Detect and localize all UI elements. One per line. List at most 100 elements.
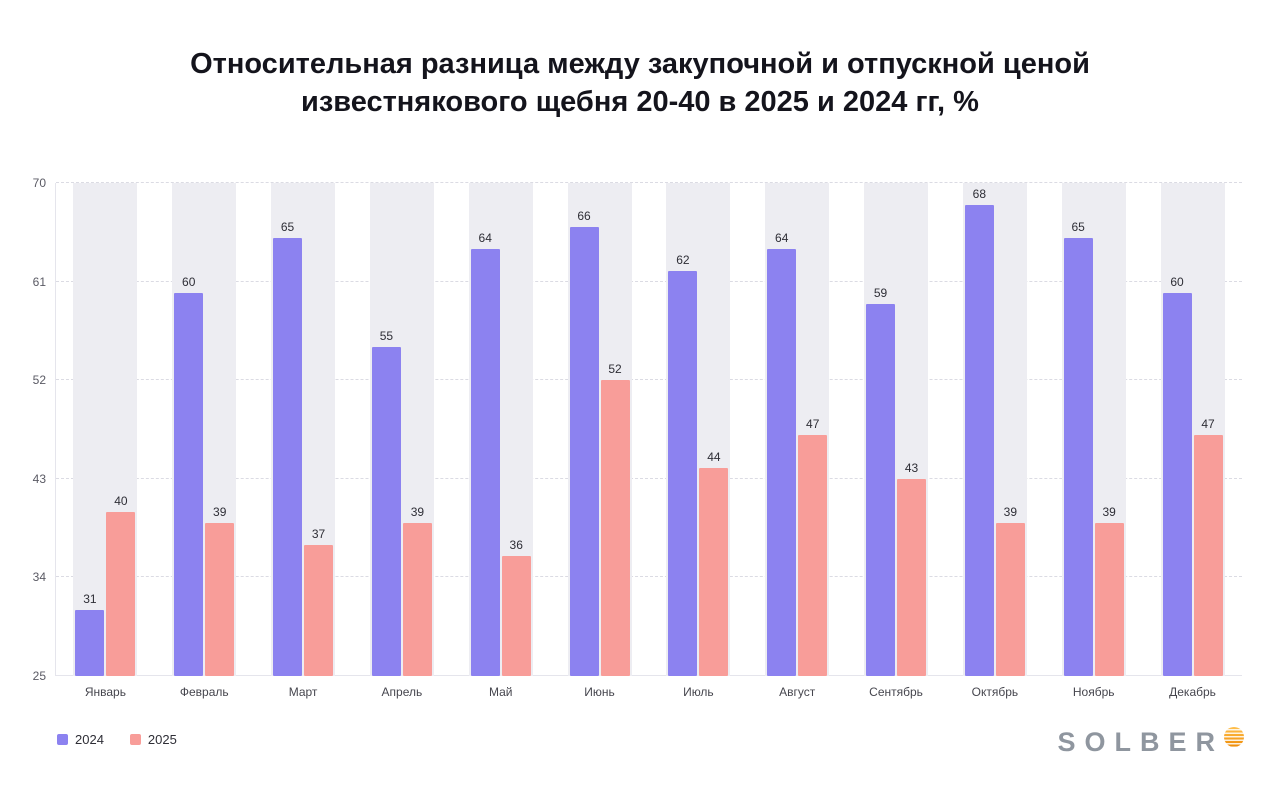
bar-2025 (600, 380, 630, 676)
bar-pair: 66 52 (550, 183, 649, 676)
bar-2025 (897, 478, 927, 676)
bar-stack: 52 (600, 183, 630, 676)
bar-value-label: 62 (676, 252, 690, 267)
bar-2025 (995, 522, 1025, 676)
solber-logo: SOLBER (1057, 726, 1244, 758)
bar-value-label: 39 (213, 504, 227, 519)
bar-pair: 31 40 (56, 183, 155, 676)
bar-pair: 68 39 (945, 183, 1044, 676)
bar-2024 (964, 204, 994, 676)
bar-pair: 65 37 (254, 183, 353, 676)
bar-stack: 39 (995, 183, 1025, 676)
bar-stack: 36 (501, 183, 531, 676)
bar-2025 (1094, 522, 1124, 676)
bar-pair: 55 39 (352, 183, 451, 676)
x-axis-label: Декабрь (1169, 685, 1216, 699)
x-axis-label: Январь (84, 685, 126, 699)
y-axis-tick-label: 70 (32, 176, 46, 190)
bar-value-label: 66 (577, 208, 591, 223)
bar-2024 (174, 292, 204, 676)
y-axis-tick-label: 25 (32, 669, 46, 683)
bar-stack: 65 (273, 183, 303, 676)
logo-ball-icon (1224, 726, 1244, 747)
bar-2024 (569, 226, 599, 676)
x-axis-label: Август (779, 685, 816, 699)
bar-value-label: 65 (1071, 219, 1085, 234)
bar-stack: 60 (174, 183, 204, 676)
month-group: 60 47 Декабрь (1143, 183, 1242, 699)
y-axis-tick-label: 52 (32, 373, 46, 388)
month-group: 68 39 Октябрь (945, 183, 1044, 699)
gridline (56, 182, 1242, 183)
month-group: 31 40 Январь (56, 183, 155, 699)
x-axis-label: Ноябрь (1072, 685, 1115, 699)
bar-2025 (304, 544, 334, 676)
y-axis-tick-label: 43 (32, 471, 46, 486)
bar-2024 (1063, 237, 1093, 676)
month-group: 59 43 Сентябрь (847, 183, 946, 699)
x-axis-label: Апрель (381, 685, 423, 699)
bar-value-label: 47 (1201, 416, 1215, 431)
bar-stack: 68 (964, 183, 994, 676)
bar-value-label: 37 (311, 526, 326, 541)
bar-stack: 40 (106, 183, 136, 676)
x-axis-label: Июнь (584, 685, 615, 699)
x-axis-label: Март (288, 685, 318, 699)
bar-chart-plot-area: 25 34 43 52 61 70 31 40 Январь 60 39 Февраль 65 37 Ма… (33, 176, 1242, 699)
bar-stack: 59 (866, 183, 896, 676)
bar-value-label: 36 (509, 537, 523, 552)
legend-item-2025: 2025 (129, 732, 177, 747)
month-group: 60 39 Февраль (155, 183, 254, 699)
chart-title-text: Относительная разница между закупочной и… (190, 48, 1090, 119)
bar-stack: 47 (798, 183, 828, 676)
bar-stack: 39 (402, 183, 432, 676)
bar-stack: 66 (569, 183, 599, 676)
bar-value-label: 64 (478, 230, 492, 245)
y-axis-tick-label: 61 (32, 274, 46, 289)
bar-value-label: 47 (806, 416, 820, 431)
x-axis-label: Октябрь (971, 685, 1019, 699)
bar-pair: 60 47 (1143, 183, 1242, 676)
x-axis-label: Февраль (179, 685, 229, 699)
bar-pair: 62 44 (649, 183, 748, 676)
bar-stack: 31 (75, 183, 105, 676)
bar-stack: 64 (767, 183, 797, 676)
legend-swatch-2024 (57, 734, 68, 745)
bar-2025 (1193, 434, 1223, 676)
bar-stack: 65 (1063, 183, 1093, 676)
bar-stack: 60 (1162, 183, 1192, 676)
bar-stack: 37 (304, 183, 334, 676)
month-group: 64 36 Май (451, 183, 550, 699)
month-group: 55 39 Апрель (352, 183, 451, 699)
gridline (56, 477, 1242, 479)
x-axis-label: Июль (683, 685, 714, 699)
bar-2025 (798, 434, 828, 676)
bar-2024 (75, 610, 105, 676)
month-group: 65 39 Ноябрь (1044, 183, 1143, 699)
bar-stack: 64 (470, 183, 500, 676)
bar-value-label: 31 (83, 592, 97, 607)
gridline (56, 675, 1242, 676)
bar-2025 (501, 555, 531, 676)
bar-value-label: 39 (1102, 504, 1116, 519)
x-axis-label: Сентябрь (869, 685, 923, 699)
bar-value-label: 65 (280, 219, 295, 234)
bar-pair: 65 39 (1044, 183, 1143, 676)
month-group: 65 37 Март (254, 183, 353, 699)
bar-pair: 59 43 (847, 183, 946, 676)
month-group: 62 44 Июль (649, 183, 748, 699)
month-group: 66 52 Июнь (550, 183, 649, 699)
legend-label-2025: 2025 (147, 732, 177, 747)
legend-swatch-2025 (129, 734, 141, 745)
bar-pair: 64 36 (451, 183, 550, 676)
bar-2025 (205, 522, 235, 676)
chart-title: Относительная разница между закупочной и… (0, 45, 1280, 122)
bar-value-label: 40 (114, 493, 128, 508)
bar-value-label: 60 (1170, 274, 1184, 289)
bar-2024 (866, 303, 896, 676)
bar-2024 (470, 248, 500, 676)
bar-stack: 39 (205, 183, 235, 676)
bar-stack: 44 (699, 183, 729, 676)
bar-value-label: 44 (707, 449, 721, 464)
bar-2025 (699, 467, 729, 676)
